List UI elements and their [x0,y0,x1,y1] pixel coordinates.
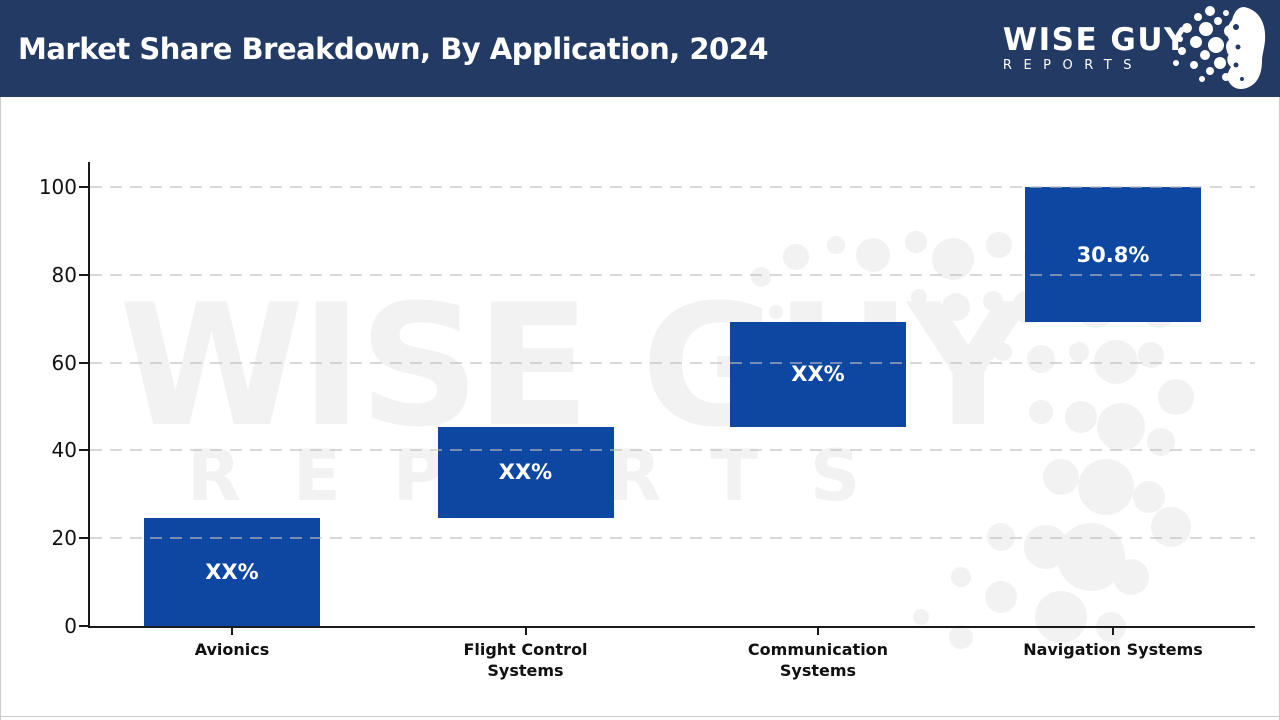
logo-text: WISE GUY REPORTS [1003,24,1188,74]
gridline-100 [90,186,1255,188]
gridline-20 [90,537,1255,540]
wise-guy-logo: WISE GUY REPORTS [1003,1,1268,96]
bar-3: XX% [730,322,906,427]
y-tick-mark [79,537,88,540]
logo-wordmark: WISE GUY [1002,21,1188,58]
bar-2: XX% [437,426,614,518]
x-tick-mark [231,628,233,635]
y-tick-label: 20 [51,526,77,551]
chart-area: WISE GUY REPORTS [0,97,1280,720]
x-tick-mark [817,628,819,635]
y-tick-mark [79,625,88,627]
gridline-60 [90,361,1255,364]
x-category-label: Avionics [194,640,270,659]
x-category-label: Communication Systems [747,640,889,680]
gridline-40 [90,449,1255,452]
y-tick-label: 80 [51,262,77,287]
bar-value-label: XX% [498,460,553,485]
header: Market Share Breakdown, By Application, … [0,0,1280,97]
x-tick-mark [1112,628,1114,635]
y-tick-label: 40 [51,438,77,463]
x-axis-line [88,626,1255,628]
y-tick-mark [79,449,88,452]
bar-value-label: XX% [205,559,259,584]
x-category-label: Navigation Systems [1023,640,1203,659]
y-tick-mark [79,273,88,276]
gridline-80 [90,273,1255,276]
bar-value-label: XX% [791,362,845,387]
y-tick-mark [79,186,88,188]
y-tick-label: 60 [51,350,77,375]
x-tick-mark [524,628,527,635]
y-axis-line [88,162,90,628]
bar-4: 30.8% [1025,187,1201,323]
chart-title: Market Share Breakdown, By Application, … [18,31,769,66]
bar-value-label: 30.8% [1076,242,1150,267]
bar-1: XX% [144,517,320,626]
logo-face-icon [1173,6,1266,90]
y-tick-label: 100 [38,175,77,199]
y-tick-label: 0 [64,614,77,638]
y-tick-mark [79,361,88,364]
logo-subtitle: REPORTS [1002,57,1144,73]
x-category-label: Flight Control Systems [463,640,588,680]
bottom-hairline [1,716,1280,717]
